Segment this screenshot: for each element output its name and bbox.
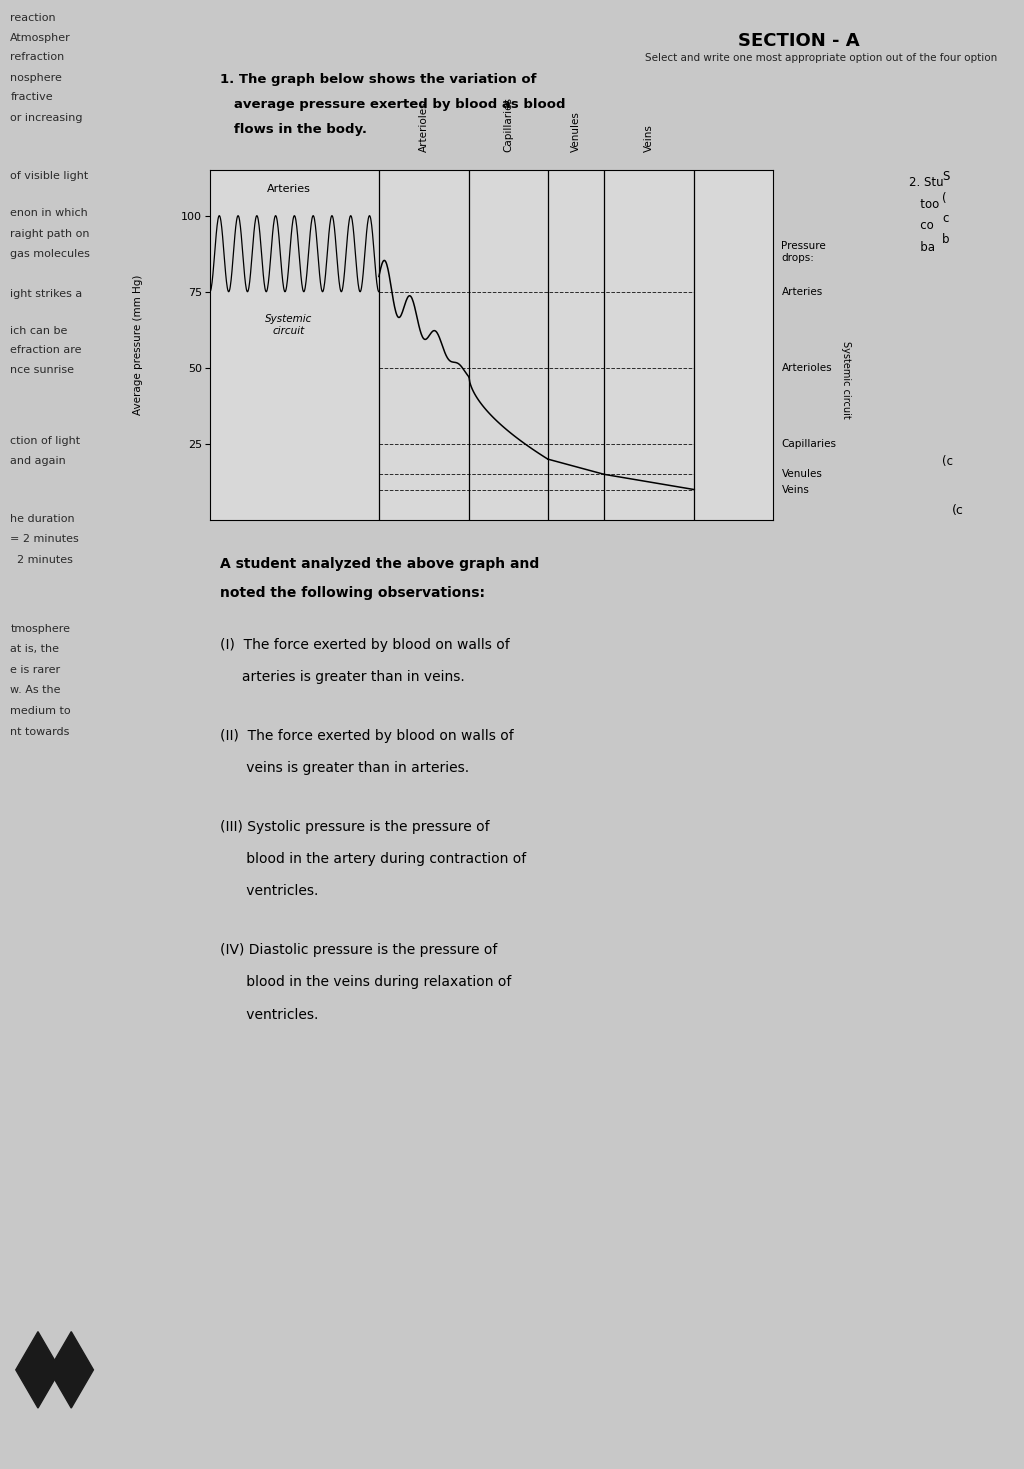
Text: blood in the artery during contraction of: blood in the artery during contraction o… xyxy=(220,852,526,867)
Text: Arteries: Arteries xyxy=(781,286,822,297)
Text: (c: (c xyxy=(951,504,964,517)
Text: he duration: he duration xyxy=(10,514,75,523)
Text: 2 minutes: 2 minutes xyxy=(10,555,73,564)
Text: Select and write one most appropriate option out of the four option: Select and write one most appropriate op… xyxy=(645,53,997,63)
Text: Venules: Venules xyxy=(781,470,822,479)
Text: Veins: Veins xyxy=(644,125,654,153)
Text: Venules: Venules xyxy=(571,112,581,153)
Text: Capillaries: Capillaries xyxy=(504,97,513,153)
Text: Systemic
circuit: Systemic circuit xyxy=(265,314,312,336)
Polygon shape xyxy=(15,1331,60,1407)
Text: reaction: reaction xyxy=(10,13,56,22)
Text: ventricles.: ventricles. xyxy=(220,884,318,899)
Text: and again: and again xyxy=(10,457,66,466)
Text: ba: ba xyxy=(909,241,935,254)
Text: or increasing: or increasing xyxy=(10,113,83,122)
Text: Veins: Veins xyxy=(781,485,809,495)
Text: nosphere: nosphere xyxy=(10,73,62,82)
Text: co: co xyxy=(909,219,934,232)
Text: tmosphere: tmosphere xyxy=(10,624,71,633)
Text: w. As the: w. As the xyxy=(10,686,60,695)
Text: S: S xyxy=(942,170,949,182)
Text: average pressure exerted by blood as blood: average pressure exerted by blood as blo… xyxy=(220,98,565,112)
Text: Arteries: Arteries xyxy=(267,184,310,194)
Text: arteries is greater than in veins.: arteries is greater than in veins. xyxy=(220,670,465,685)
Text: (I)  The force exerted by blood on walls of: (I) The force exerted by blood on walls … xyxy=(220,638,510,652)
Text: enon in which: enon in which xyxy=(10,209,88,217)
Text: = 2 minutes: = 2 minutes xyxy=(10,535,79,544)
Text: fractive: fractive xyxy=(10,93,53,101)
Text: (: ( xyxy=(942,192,947,204)
Text: gas molecules: gas molecules xyxy=(10,250,90,259)
Text: refraction: refraction xyxy=(10,53,65,62)
Text: at is, the: at is, the xyxy=(10,645,59,654)
Text: e is rarer: e is rarer xyxy=(10,665,60,674)
Text: nce sunrise: nce sunrise xyxy=(10,366,74,375)
Text: 1. The graph below shows the variation of: 1. The graph below shows the variation o… xyxy=(220,73,537,87)
Text: ight strikes a: ight strikes a xyxy=(10,289,83,298)
Text: (II)  The force exerted by blood on walls of: (II) The force exerted by blood on walls… xyxy=(220,729,514,743)
Text: Systemic circuit: Systemic circuit xyxy=(842,341,851,419)
Text: (IV) Diastolic pressure is the pressure of: (IV) Diastolic pressure is the pressure … xyxy=(220,943,498,958)
Text: efraction are: efraction are xyxy=(10,345,82,354)
Text: raight path on: raight path on xyxy=(10,229,90,238)
Text: flows in the body.: flows in the body. xyxy=(220,123,368,137)
Text: (III) Systolic pressure is the pressure of: (III) Systolic pressure is the pressure … xyxy=(220,820,489,834)
Text: b: b xyxy=(942,234,949,245)
Text: ventricles.: ventricles. xyxy=(220,1008,318,1022)
Text: blood in the veins during relaxation of: blood in the veins during relaxation of xyxy=(220,975,512,990)
Text: Arterioles: Arterioles xyxy=(781,363,833,373)
Text: of visible light: of visible light xyxy=(10,172,88,181)
Text: medium to: medium to xyxy=(10,707,71,715)
Text: ction of light: ction of light xyxy=(10,436,80,445)
Text: noted the following observations:: noted the following observations: xyxy=(220,586,485,601)
Text: (c: (c xyxy=(942,455,953,467)
Text: too: too xyxy=(909,198,940,212)
Text: Capillaries: Capillaries xyxy=(781,439,837,450)
Text: A student analyzed the above graph and: A student analyzed the above graph and xyxy=(220,557,540,571)
Text: 2. Stu: 2. Stu xyxy=(909,176,944,190)
Text: Pressure
drops:: Pressure drops: xyxy=(781,241,826,263)
Text: nt towards: nt towards xyxy=(10,727,70,736)
Text: veins is greater than in arteries.: veins is greater than in arteries. xyxy=(220,761,469,776)
Polygon shape xyxy=(49,1331,93,1407)
Text: Arterioles: Arterioles xyxy=(419,101,429,153)
Text: c: c xyxy=(942,213,948,225)
Text: ich can be: ich can be xyxy=(10,326,68,335)
Text: Atmospher: Atmospher xyxy=(10,34,71,43)
Text: Average pressure (mm Hg): Average pressure (mm Hg) xyxy=(133,275,143,416)
Text: SECTION - A: SECTION - A xyxy=(738,32,859,50)
